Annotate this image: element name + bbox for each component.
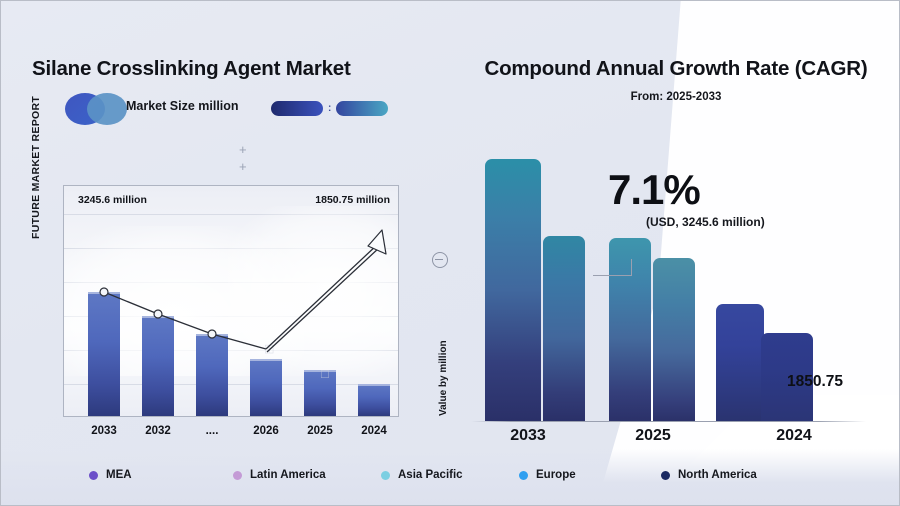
cagr-bar-2033-secondary: [543, 236, 585, 421]
x-label-2025: 2025: [307, 425, 333, 437]
growth-arrow-icon: [265, 229, 387, 353]
legend-item-europe: Europe: [519, 469, 576, 481]
chart-label-low: 1850.75 million: [315, 194, 390, 206]
page-title: Silane Crosslinking Agent Market: [32, 57, 351, 80]
chart-label-high: 3245.6 million: [78, 194, 147, 206]
legend-item-latin-america: Latin America: [233, 469, 326, 481]
cagr-x-label-2024: 2024: [776, 427, 812, 444]
legend-item-north-america: North America: [661, 469, 757, 481]
region-legend: MEA Latin America Asia Pacific Europe No…: [1, 465, 899, 491]
legend-label-mea: MEA: [106, 469, 132, 481]
legend-item-asia-pacific: Asia Pacific: [381, 469, 463, 481]
cagr-bar-chart: [471, 151, 871, 421]
legend-pill-separator: :: [328, 102, 332, 114]
cagr-value-note: (USD, 3245.6 million): [646, 215, 765, 229]
x-label-dots: ....: [205, 425, 219, 437]
legend-dot-asia-pacific: [381, 470, 390, 480]
x-label-2026: 2026: [253, 425, 279, 437]
chart-bg-blob-2: [228, 206, 398, 376]
legend-pill-primary: [271, 101, 323, 116]
bar-2032: [142, 316, 174, 416]
legend-label-latin-america: Latin America: [250, 469, 326, 481]
cagr-bar-2024-secondary: [761, 333, 813, 421]
x-label-2032: 2032: [145, 425, 171, 437]
plus-decoration-icon: + +: [239, 142, 247, 174]
bar-2033: [88, 292, 120, 416]
x-label-2024: 2024: [361, 425, 387, 437]
legend-label-north-america: North America: [678, 469, 757, 481]
legend-label-europe: Europe: [536, 469, 576, 481]
chart-watermark-icon-1: ◫: [264, 343, 275, 355]
bar-2024: [358, 384, 390, 416]
market-size-legend-label: Market Size million: [126, 99, 239, 113]
cagr-bar-2025-primary: [609, 238, 651, 421]
chart-watermark-icon-2: ☐: [320, 369, 330, 381]
cagr-title: Compound Annual Growth Rate (CAGR): [484, 57, 868, 80]
cagr-value: 7.1%: [608, 166, 701, 213]
report-watermark-label: FUTURE MARKET REPORT: [30, 95, 42, 239]
cagr-x-label-2025: 2025: [635, 427, 671, 444]
legend-label-asia-pacific: Asia Pacific: [398, 469, 463, 481]
legend-dot-europe: [519, 470, 528, 480]
bar-dots: [196, 334, 228, 416]
bar-2025: [304, 370, 336, 416]
brand-logo-icon: [65, 93, 127, 125]
cagr-period: From: 2025-2033: [630, 91, 722, 103]
legend-pill-secondary: [336, 101, 389, 116]
value-axis-label: Value by million: [438, 340, 449, 416]
legend-pill-group: :: [271, 101, 389, 116]
legend-item-mea: MEA: [89, 469, 132, 481]
x-label-2033: 2033: [91, 425, 117, 437]
cagr-bar-2033-primary: [485, 159, 541, 421]
bar-2026: [250, 359, 282, 416]
cagr-bar-2024-primary: [716, 304, 764, 421]
cagr-x-axis: 2033 2025 2024: [471, 427, 871, 451]
cagr-bar-2025-secondary: [653, 258, 695, 421]
trend-line-series: [99, 229, 387, 353]
market-size-x-axis: 2033 2032 .... 2026 2025 2024: [63, 425, 399, 445]
legend-dot-mea: [89, 470, 98, 480]
market-size-bar-chart: 3245.6 million 1850.75 million ◫ ☐: [63, 185, 399, 417]
cagr-x-label-2033: 2033: [510, 427, 546, 444]
minus-circle-icon: [432, 252, 448, 268]
cagr-bar-data-label: 1850.75: [787, 373, 844, 390]
cagr-baseline-axis: [471, 421, 866, 422]
legend-dot-latin-america: [233, 470, 242, 480]
cagr-leader-line: [593, 259, 632, 276]
legend-dot-north-america: [661, 470, 670, 480]
